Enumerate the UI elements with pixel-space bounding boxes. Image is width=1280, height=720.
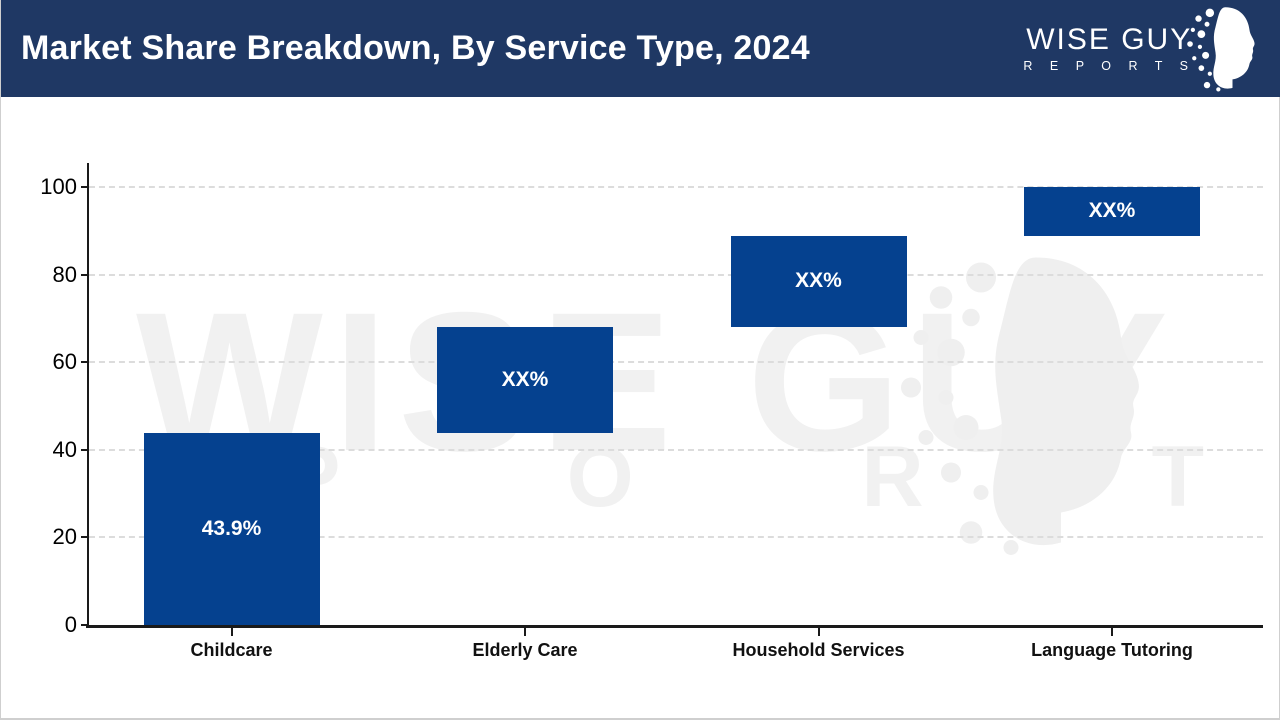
x-tick-mark-0 <box>230 628 233 636</box>
bar-household-services: XX% <box>730 235 907 328</box>
brand-subtitle: R E P O R T S <box>1023 58 1195 73</box>
y-tick-label-60: 60 <box>52 349 77 375</box>
y-tick-mark-60 <box>81 361 89 364</box>
y-tick-label-100: 100 <box>40 174 77 199</box>
y-tick-label-80: 80 <box>52 261 77 287</box>
x-tick-mark-2 <box>817 628 820 636</box>
category-label-3: Language Tutoring <box>1031 640 1193 660</box>
bar-elderly-care: XX% <box>437 327 613 433</box>
gridline-100 <box>89 186 1263 188</box>
y-tick-mark-80 <box>81 273 89 276</box>
chart-title: Market Share Breakdown, By Service Type,… <box>21 29 810 67</box>
bar-value-label: 43.9% <box>201 516 262 540</box>
x-tick-mark-3 <box>1111 628 1113 636</box>
gridline-60 <box>89 361 1263 364</box>
gridline-20 <box>89 536 1263 539</box>
y-tick-mark-40 <box>81 448 89 451</box>
bar-value-label: XX% <box>1088 199 1136 223</box>
brand-logo: WISE GUY R E P O R T S <box>1023 3 1267 95</box>
category-label-1: Elderly Care <box>472 640 578 660</box>
y-tick-label-40: 40 <box>52 436 77 462</box>
x-axis-line <box>86 625 1263 628</box>
x-tick-mark-1 <box>524 628 526 636</box>
gridline-40 <box>89 448 1263 451</box>
bar-childcare: 43.9% <box>143 432 320 625</box>
watermark-face-icon <box>901 257 1139 555</box>
brand-logo-text: WISE GUY R E P O R T S <box>1023 22 1195 73</box>
bar-language-tutoring: XX% <box>1024 187 1200 236</box>
category-label-2: Household Services <box>732 640 905 660</box>
header-banner: Market Share Breakdown, By Service Type,… <box>1 0 1280 97</box>
bar-value-label: XX% <box>501 367 549 391</box>
y-tick-mark-0 <box>81 624 89 626</box>
bar-value-label: XX% <box>795 269 842 293</box>
brand-name: WISE GUY <box>1026 22 1193 56</box>
y-tick-label-20: 20 <box>52 524 77 550</box>
category-label-0: Childcare <box>190 640 273 660</box>
brand-face-icon <box>1187 6 1255 91</box>
y-tick-mark-20 <box>81 536 89 539</box>
gridline-80 <box>89 273 1263 276</box>
y-tick-label-0: 0 <box>64 612 77 637</box>
y-axis-line <box>87 163 89 627</box>
y-tick-mark-100 <box>81 186 89 188</box>
